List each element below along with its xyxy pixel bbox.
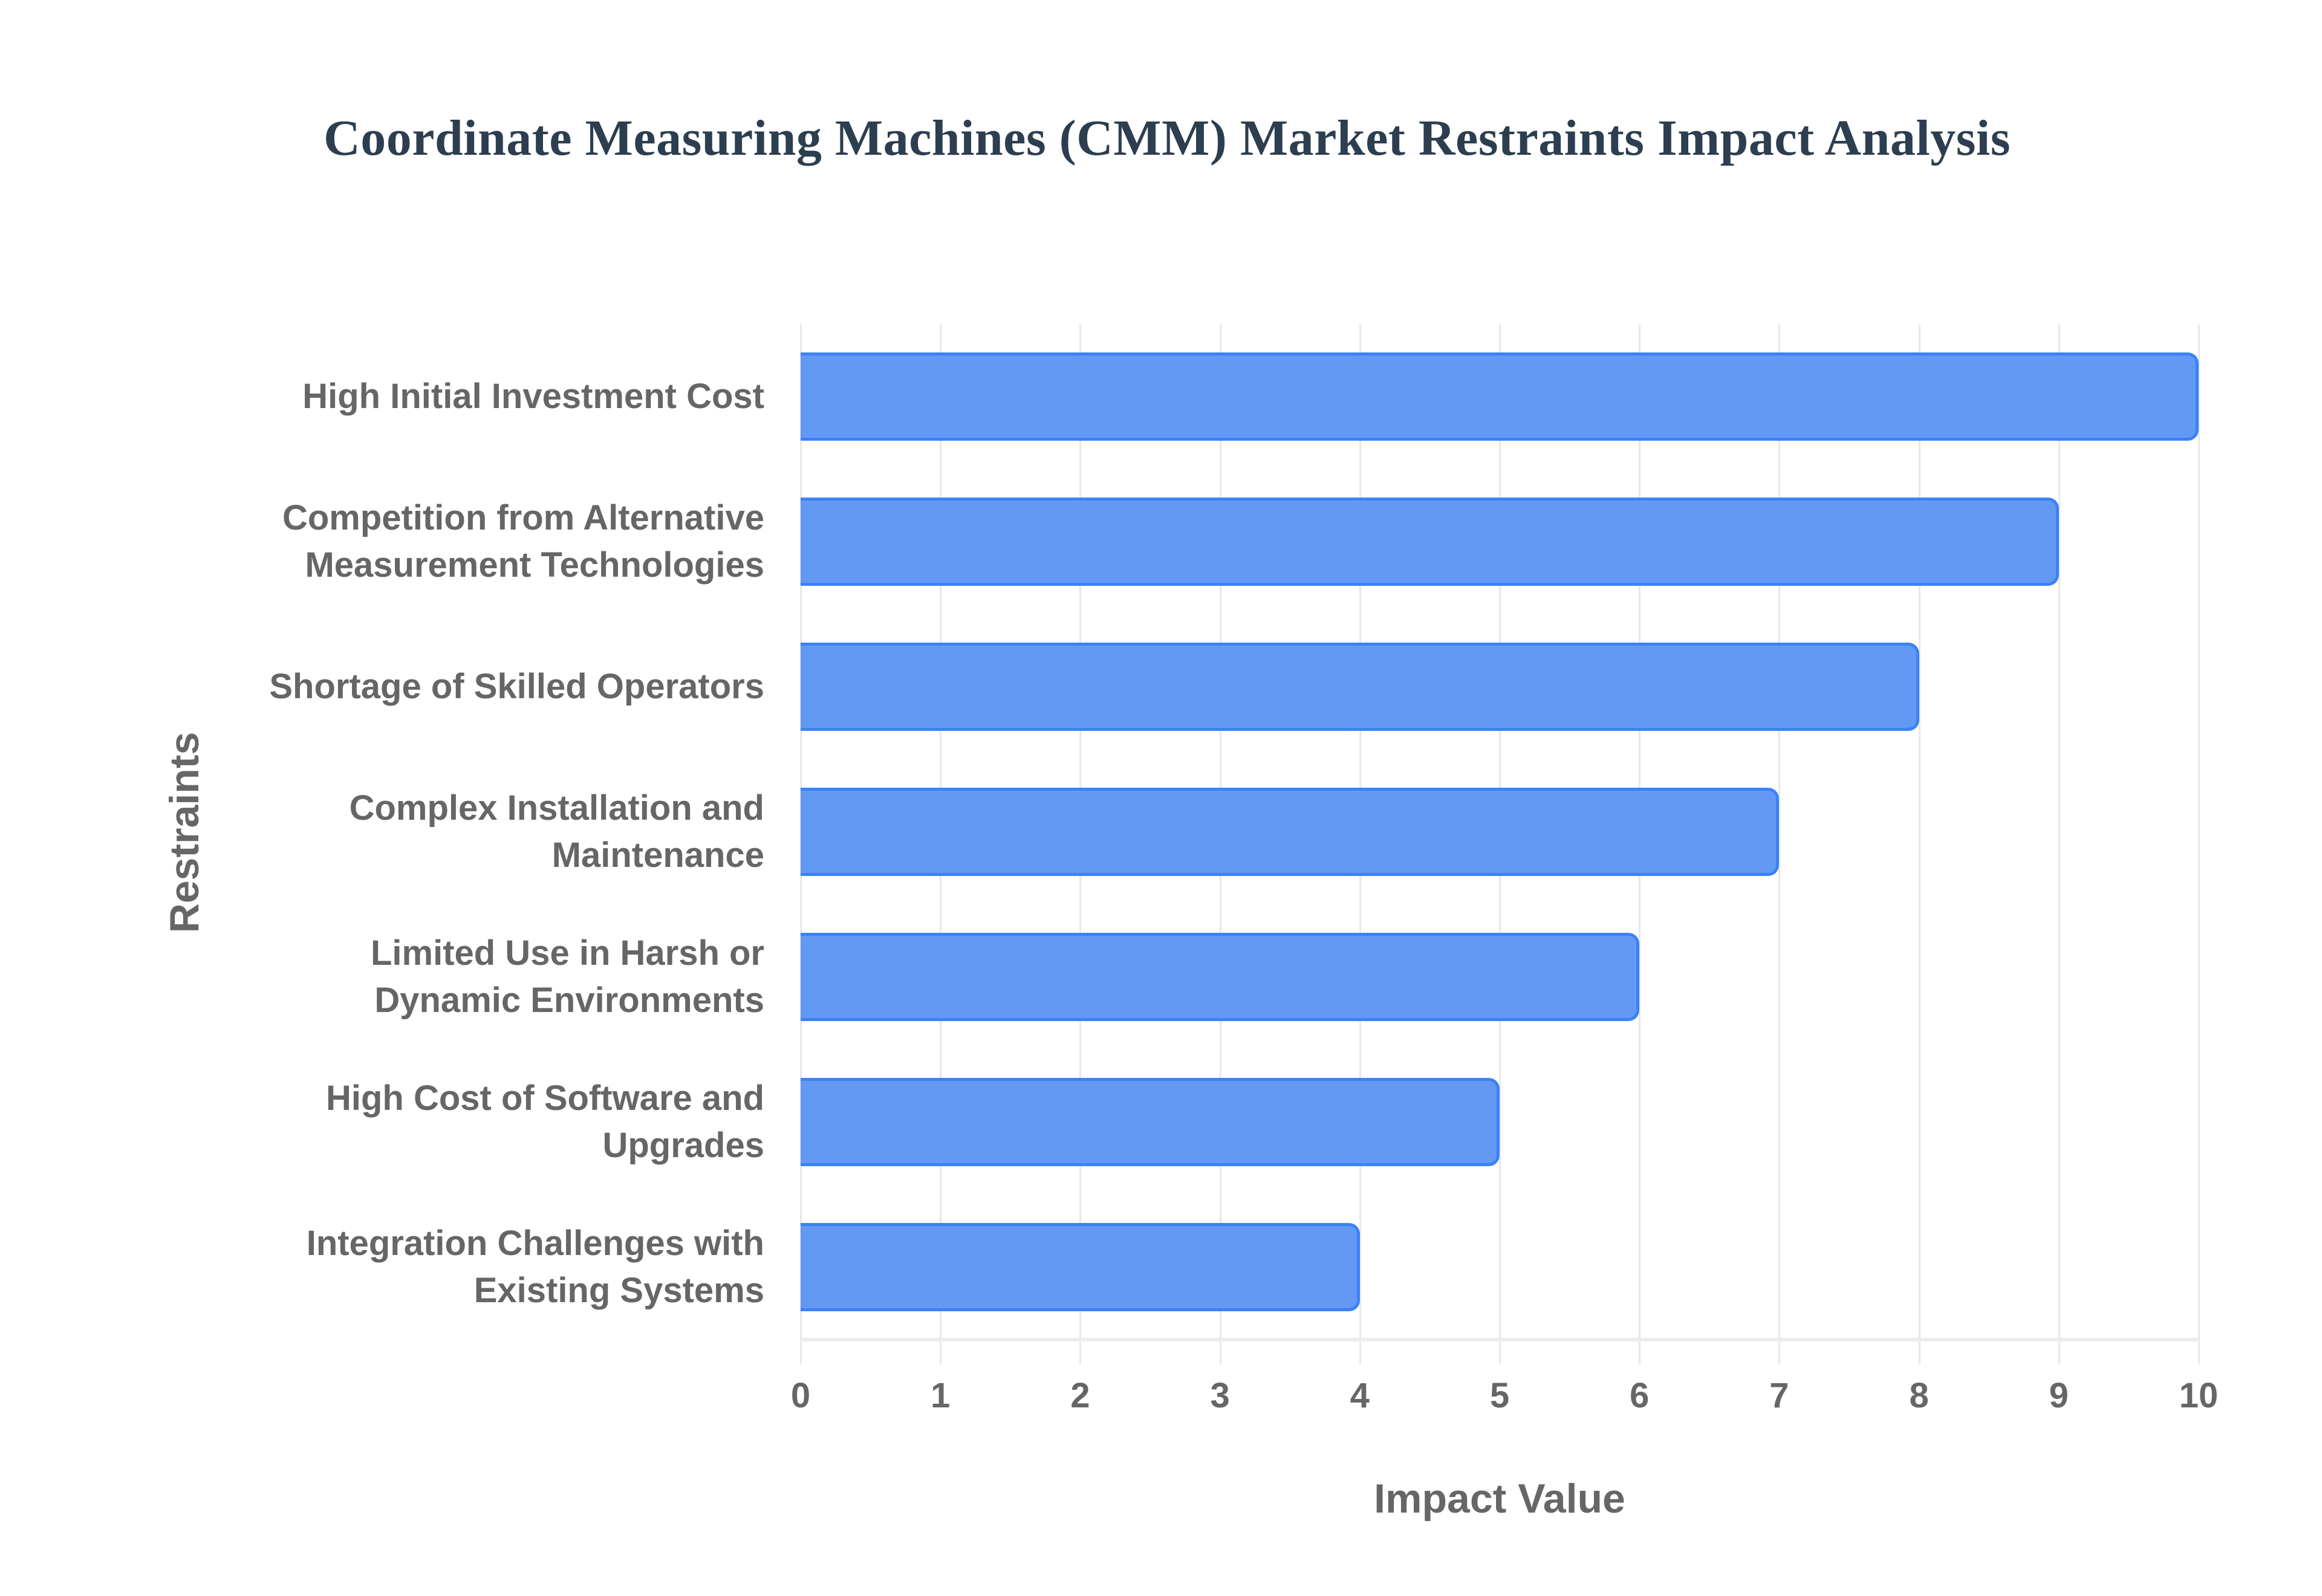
y-axis-label: Complex Installation and Maintenance — [157, 783, 764, 880]
x-axis-line — [801, 1338, 2199, 1341]
gridline — [1778, 325, 1781, 1364]
y-axis-label: Integration Challenges with Existing Syst… — [157, 1219, 764, 1315]
x-tick-label: 4 — [1350, 1376, 1370, 1415]
y-axis-label-line: Maintenance — [551, 835, 764, 875]
y-axis-label: Limited Use in Harsh or Dynamic Environme… — [157, 929, 764, 1025]
bar[interactable] — [801, 1223, 1360, 1311]
y-axis-label: Shortage of Skilled Operators — [157, 638, 764, 735]
y-axis-label-line: Complex Installation and — [349, 788, 764, 828]
bar[interactable] — [801, 498, 2059, 586]
plot-area — [800, 325, 2200, 1364]
gridline — [2058, 325, 2060, 1364]
bar[interactable] — [801, 643, 1919, 731]
y-axis-label-line: Shortage of Skilled Operators — [269, 667, 764, 706]
y-axis-label-line: Limited Use in Harsh or — [370, 933, 764, 973]
x-tick-label: 8 — [1909, 1376, 1929, 1415]
y-axis-label-line: Competition from Alternative — [282, 498, 764, 537]
bar[interactable] — [801, 933, 1640, 1021]
x-tick-label: 0 — [790, 1376, 811, 1415]
x-axis-title: Impact Value — [1374, 1476, 1625, 1522]
x-tick-label: 7 — [1769, 1376, 1789, 1415]
y-axis-label-line: High Cost of Software and — [326, 1079, 764, 1118]
bar[interactable] — [801, 788, 1780, 876]
gridline — [1918, 325, 1920, 1364]
y-axis-label-line: Existing Systems — [473, 1271, 764, 1310]
chart-title: Coordinate Measuring Machines (CMM) Mark… — [324, 110, 2011, 166]
x-tick-label: 6 — [1630, 1376, 1650, 1415]
y-axis-label: High Cost of Software and Upgrades — [157, 1074, 764, 1170]
y-axis-label: High Initial Investment Cost — [157, 348, 764, 445]
y-axis-label-line: Dynamic Environments — [374, 981, 764, 1020]
y-axis-label: Competition from Alternative Measurement … — [157, 493, 764, 590]
y-axis-label-line: Upgrades — [602, 1126, 764, 1165]
y-axis-label-line: High Initial Investment Cost — [302, 377, 764, 416]
x-tick-label: 3 — [1210, 1376, 1230, 1415]
x-tick-label: 10 — [2179, 1376, 2219, 1415]
x-tick-label: 2 — [1070, 1376, 1090, 1415]
gridline — [2198, 325, 2200, 1364]
x-tick-label: 5 — [1489, 1376, 1510, 1415]
x-tick-label: 1 — [931, 1376, 951, 1415]
y-axis-label-line: Integration Challenges with — [306, 1224, 764, 1263]
x-tick-label: 9 — [2049, 1376, 2069, 1415]
bar[interactable] — [801, 1078, 1500, 1166]
y-axis-label-line: Measurement Technologies — [305, 545, 764, 585]
bar[interactable] — [801, 352, 2199, 441]
